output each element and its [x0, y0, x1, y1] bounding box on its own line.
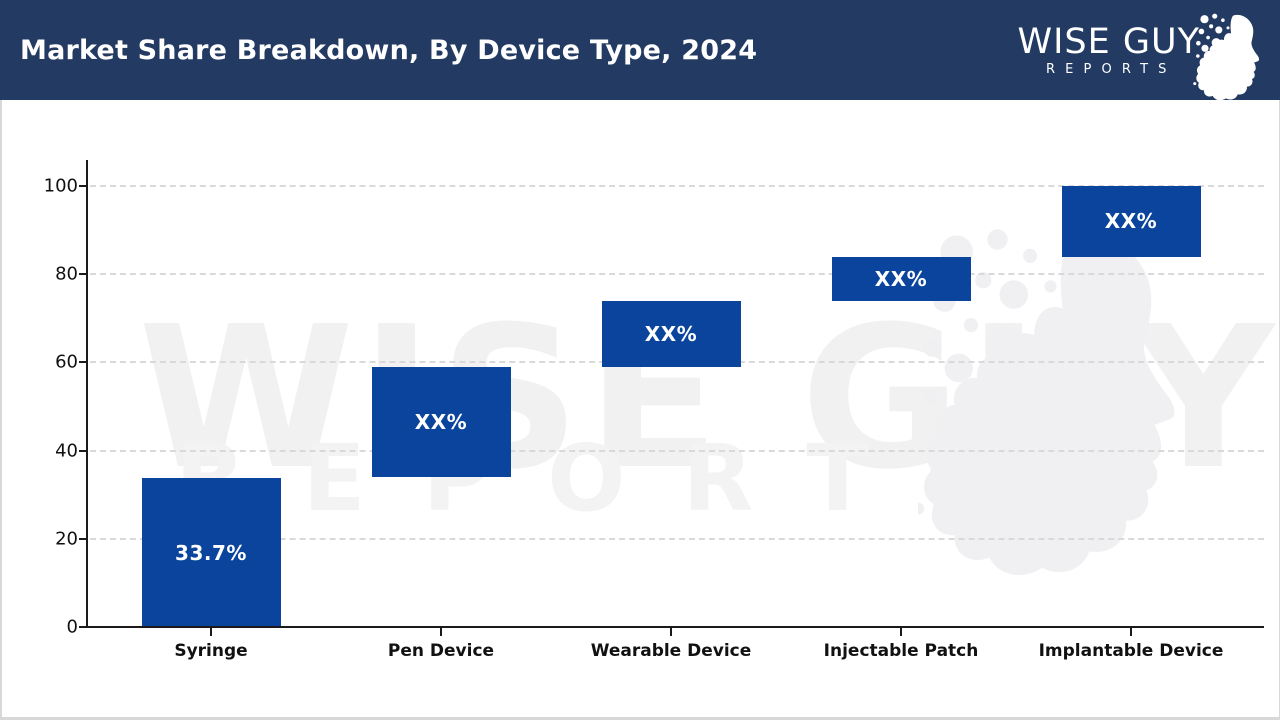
logo-text: WISE GUY REPORTS	[1017, 24, 1200, 77]
bar-value-label-implantable-device: XX%	[1104, 209, 1158, 234]
x-category-label-pen-device: Pen Device	[387, 641, 495, 661]
y-tick-label-80: 80	[55, 263, 78, 285]
y-tick-mark-100	[79, 185, 86, 187]
y-tick-mark-80	[79, 273, 86, 276]
y-tick-mark-0	[79, 626, 86, 628]
watermark-line2: REPORTS	[175, 425, 1050, 532]
logo-head-icon	[1193, 13, 1260, 101]
gridline-y-80	[90, 273, 1264, 276]
logo-tagline: REPORTS	[1045, 62, 1177, 77]
bar-syringe: 33.7%	[141, 478, 281, 627]
bar-wearable-device: XX%	[601, 300, 741, 367]
bar-injectable-patch: XX%	[831, 256, 971, 301]
bar-pen-device: XX%	[371, 366, 511, 478]
x-tick-mark-syringe	[210, 628, 212, 636]
y-tick-label-60: 60	[55, 351, 78, 373]
header-bar: Market Share Breakdown, By Device Type, …	[0, 0, 1280, 101]
bar-implantable-device: XX%	[1061, 186, 1201, 257]
y-tick-label-100: 100	[43, 175, 78, 197]
x-tick-mark-pen-device	[440, 628, 442, 636]
x-category-label-injectable-patch: Injectable Patch	[823, 641, 979, 661]
frame-bottom	[0, 717, 1280, 720]
x-tick-mark-wearable-device	[670, 628, 672, 636]
x-category-label-syringe: Syringe	[174, 641, 248, 661]
bar-value-label-wearable-device: XX%	[644, 321, 698, 346]
gridline-y-20	[90, 537, 1264, 540]
y-tick-label-20: 20	[55, 528, 78, 550]
x-category-label-implantable-device: Implantable Device	[1038, 641, 1224, 661]
x-axis	[86, 626, 1264, 628]
wiseguy-logo: WISE GUY REPORTS	[1016, 6, 1266, 101]
y-tick-mark-60	[79, 361, 86, 364]
page-title: Market Share Breakdown, By Device Type, …	[20, 34, 758, 66]
x-tick-mark-injectable-patch	[900, 628, 902, 636]
x-category-label-wearable-device: Wearable Device	[590, 641, 752, 661]
bar-value-label-injectable-patch: XX%	[874, 266, 928, 291]
y-tick-mark-40	[79, 449, 86, 452]
gridline-y-100	[90, 185, 1264, 187]
y-tick-label-40: 40	[55, 440, 78, 462]
y-axis	[86, 160, 88, 628]
x-tick-mark-implantable-device	[1130, 628, 1132, 636]
frame-left	[0, 100, 2, 720]
gridline-y-40	[90, 449, 1264, 452]
y-tick-mark-20	[79, 537, 86, 540]
bar-value-label-syringe: 33.7%	[175, 540, 247, 565]
y-tick-label-0: 0	[66, 616, 78, 638]
logo-name: WISE GUY	[1017, 22, 1200, 62]
bar-value-label-pen-device: XX%	[414, 409, 468, 434]
